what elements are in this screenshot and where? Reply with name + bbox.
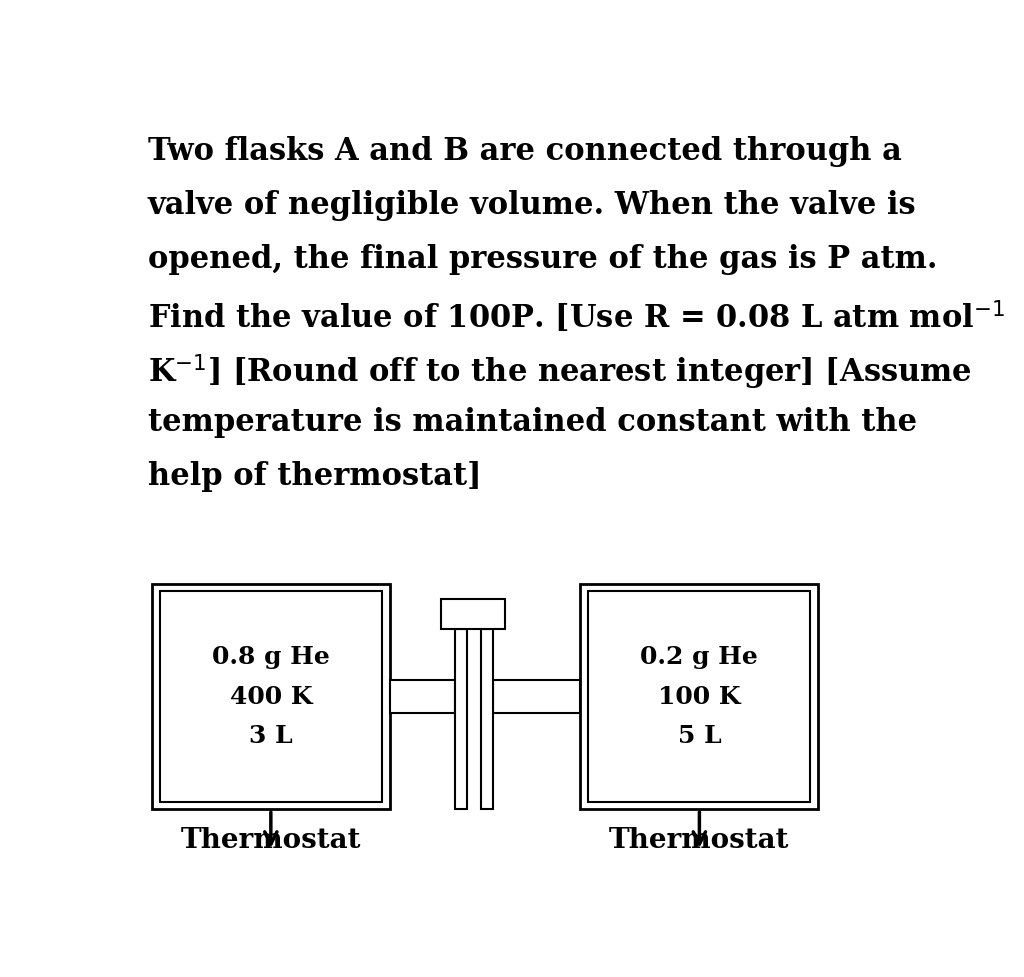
Text: Thermostat: Thermostat [180,828,361,855]
Bar [455,629,467,809]
Text: opened, the final pressure of the gas is P atm.: opened, the final pressure of the gas is… [147,244,937,276]
Bar [441,599,505,629]
Text: 0.2 g He
100 K
5 L: 0.2 g He 100 K 5 L [640,645,759,747]
Bar [390,680,455,713]
Text: valve of negligible volume. When the valve is: valve of negligible volume. When the val… [147,191,916,221]
Bar [588,591,811,802]
Bar [481,629,494,809]
Bar [152,583,390,809]
Text: 0.8 g He
400 K
3 L: 0.8 g He 400 K 3 L [212,645,330,747]
Text: help of thermostat]: help of thermostat] [147,461,481,492]
Text: Two flasks A and B are connected through a: Two flasks A and B are connected through… [147,136,902,167]
Text: Thermostat: Thermostat [609,828,790,855]
Text: Find the value of 100P. [Use R = 0.08 L atm mol$^{-1}$: Find the value of 100P. [Use R = 0.08 L … [147,299,1005,335]
Bar [160,591,382,802]
Text: temperature is maintained constant with the: temperature is maintained constant with … [147,406,916,438]
Bar [581,583,818,809]
Text: K$^{-1}$] [Round off to the nearest integer] [Assume: K$^{-1}$] [Round off to the nearest inte… [147,353,972,392]
Bar [494,680,581,713]
